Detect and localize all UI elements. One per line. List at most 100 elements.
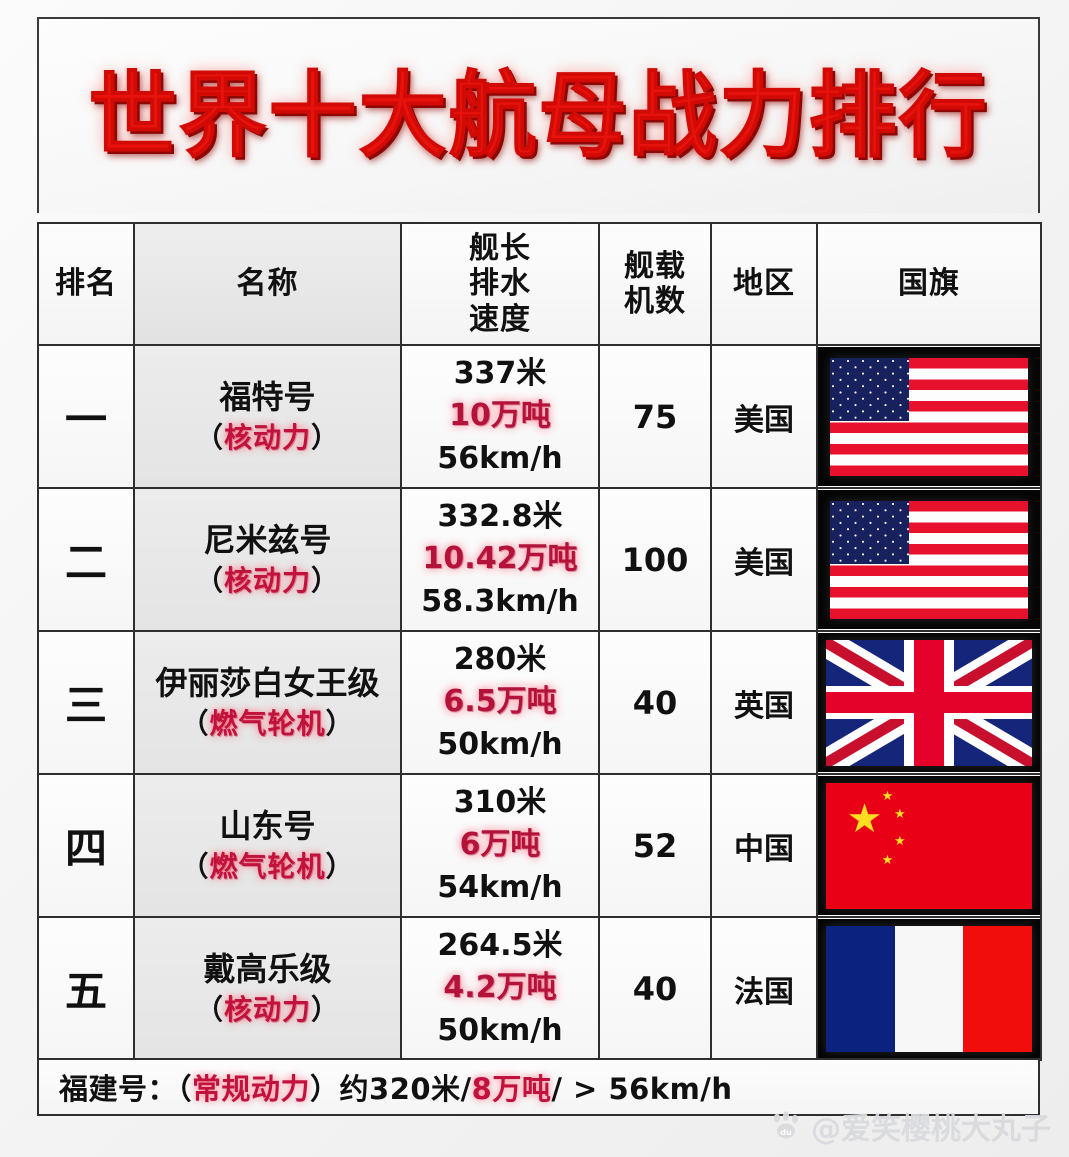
flag-canton <box>830 500 910 564</box>
table-row: 三 伊丽莎白女王级 （燃气轮机） 280米 6.5万吨 50km/h 40 英国 <box>37 630 1042 775</box>
column-header-planes-line2: 机数 <box>624 284 686 319</box>
propulsion-type: 燃气轮机 <box>209 850 326 884</box>
cell-area: 法国 <box>710 916 818 1061</box>
table-row: 四 山东号 （燃气轮机） 310米 6万吨 54km/h 52 中国 ★ <box>37 773 1042 918</box>
cell-name: 福特号 （核动力） <box>133 344 402 489</box>
spec-length: 332.8米 <box>437 498 563 534</box>
spec-speed: 50km/h <box>437 726 563 762</box>
footer-suffix: / > 56km/h <box>551 1072 733 1106</box>
column-header-planes: 舰载 机数 <box>598 222 712 346</box>
spec-displacement: 10万吨 <box>449 398 551 434</box>
page-title: 世界十大航母战力排行 <box>88 60 989 171</box>
table-body: 一 福特号 （核动力） 337米 10万吨 56km/h 75 美国 <box>37 344 1042 1061</box>
cell-flag <box>816 630 1042 775</box>
column-header-name: 名称 <box>133 222 402 346</box>
spec-displacement: 6.5万吨 <box>443 684 557 720</box>
fr-flag-icon <box>826 925 1032 1052</box>
column-header-spec-length: 舰长 <box>469 230 531 266</box>
flag-star-small: ★ <box>893 806 906 822</box>
cell-planes: 40 <box>598 630 712 775</box>
cell-area: 美国 <box>710 487 818 632</box>
ship-name: 戴高乐级 <box>203 949 332 988</box>
propulsion-type: 核动力 <box>223 993 311 1027</box>
flag-star-small: ★ <box>893 834 906 850</box>
flag-stars <box>830 500 910 564</box>
spec-speed: 58.3km/h <box>421 583 579 619</box>
cn-flag-icon: ★ ★ ★ ★ ★ <box>826 782 1032 909</box>
propulsion-label: （燃气轮机） <box>180 850 355 884</box>
propulsion-label: （燃气轮机） <box>180 707 355 741</box>
flag-frame <box>818 347 1040 486</box>
footer-note: 福建号：（常规动力）约320米/8万吨/ > 56km/h <box>37 1058 1040 1116</box>
cell-spec: 310米 6万吨 54km/h <box>400 773 600 918</box>
cell-rank: 一 <box>37 344 135 489</box>
cell-name: 戴高乐级 （核动力） <box>133 916 402 1061</box>
cell-area: 美国 <box>710 344 818 489</box>
cell-rank: 四 <box>37 773 135 918</box>
cell-spec: 337米 10万吨 56km/h <box>400 344 600 489</box>
spec-speed: 50km/h <box>437 1012 563 1048</box>
table-row: 五 戴高乐级 （核动力） 264.5米 4.2万吨 50km/h 40 法国 <box>37 916 1042 1061</box>
cell-name: 山东号 （燃气轮机） <box>133 773 402 918</box>
header-row: 排名 名称 舰长 排水 速度 舰载 机数 地区 国旗 <box>37 222 1042 346</box>
carrier-ranking-table: 排名 名称 舰长 排水 速度 舰载 机数 地区 国旗 <box>37 222 1042 1061</box>
flag-band-red <box>963 925 1032 1052</box>
cell-area: 中国 <box>710 773 818 918</box>
flag-band-white <box>894 925 964 1052</box>
watermark-handle: @爱笑樱桃大丸子 <box>811 1112 1051 1147</box>
ship-name: 尼米兹号 <box>203 520 332 559</box>
title-banner: 世界十大航母战力排行 <box>37 17 1040 213</box>
uk-flag-icon <box>826 639 1032 766</box>
spec-displacement: 4.2万吨 <box>443 970 557 1006</box>
flag-canton <box>830 357 910 421</box>
cell-flag <box>816 487 1042 632</box>
spec-length: 264.5米 <box>437 927 563 963</box>
propulsion-type: 燃气轮机 <box>209 707 326 741</box>
column-header-spec: 舰长 排水 速度 <box>400 222 600 346</box>
cell-rank: 三 <box>37 630 135 775</box>
cell-name: 伊丽莎白女王级 （燃气轮机） <box>133 630 402 775</box>
watermark: du @爱笑樱桃大丸子 <box>769 1104 1051 1148</box>
column-header-flag: 国旗 <box>816 222 1042 346</box>
cell-flag <box>816 344 1042 489</box>
spec-length: 310米 <box>453 784 547 820</box>
flag-star-small: ★ <box>881 789 894 805</box>
cell-rank: 二 <box>37 487 135 632</box>
us-flag-icon <box>830 500 1028 619</box>
ship-name: 山东号 <box>219 806 316 845</box>
cell-planes: 40 <box>598 916 712 1061</box>
footer-prefix: 福建号：（ <box>59 1072 193 1106</box>
cell-planes: 100 <box>598 487 712 632</box>
ship-name: 伊丽莎白女王级 <box>155 663 380 702</box>
flag-star-large: ★ <box>846 795 883 842</box>
baidu-paw-icon: du <box>769 1111 803 1141</box>
cell-planes: 52 <box>598 773 712 918</box>
cell-rank: 五 <box>37 916 135 1061</box>
propulsion-label: （核动力） <box>194 421 341 455</box>
column-header-spec-speed: 速度 <box>469 301 531 337</box>
flag-frame <box>818 633 1040 772</box>
flag-frame <box>818 490 1040 629</box>
spec-speed: 56km/h <box>437 440 563 476</box>
footer-displacement: 8万吨 <box>471 1072 552 1106</box>
flag-stripe <box>826 692 1032 713</box>
column-header-planes-line1: 舰载 <box>624 248 686 284</box>
propulsion-label: （核动力） <box>194 993 341 1027</box>
propulsion-type: 核动力 <box>223 421 311 455</box>
cell-spec: 264.5米 4.2万吨 50km/h <box>400 916 600 1061</box>
svg-text:du: du <box>780 1128 792 1137</box>
column-header-spec-displacement: 排水 <box>469 266 531 302</box>
us-flag-icon <box>830 357 1028 476</box>
table-row: 一 福特号 （核动力） 337米 10万吨 56km/h 75 美国 <box>37 344 1042 489</box>
spec-length: 337米 <box>453 355 547 391</box>
flag-band-blue <box>826 925 895 1052</box>
flag-stars <box>830 357 910 421</box>
footer-mid: ）约320米/ <box>310 1072 472 1106</box>
column-header-area: 地区 <box>710 222 818 346</box>
propulsion-label: （核动力） <box>194 564 341 598</box>
cell-flag: ★ ★ ★ ★ ★ <box>816 773 1042 918</box>
flag-frame: ★ ★ ★ ★ ★ <box>818 776 1040 915</box>
footer-text: 福建号：（常规动力）约320米/8万吨/ > 56km/h <box>59 1066 733 1108</box>
cell-spec: 332.8米 10.42万吨 58.3km/h <box>400 487 600 632</box>
